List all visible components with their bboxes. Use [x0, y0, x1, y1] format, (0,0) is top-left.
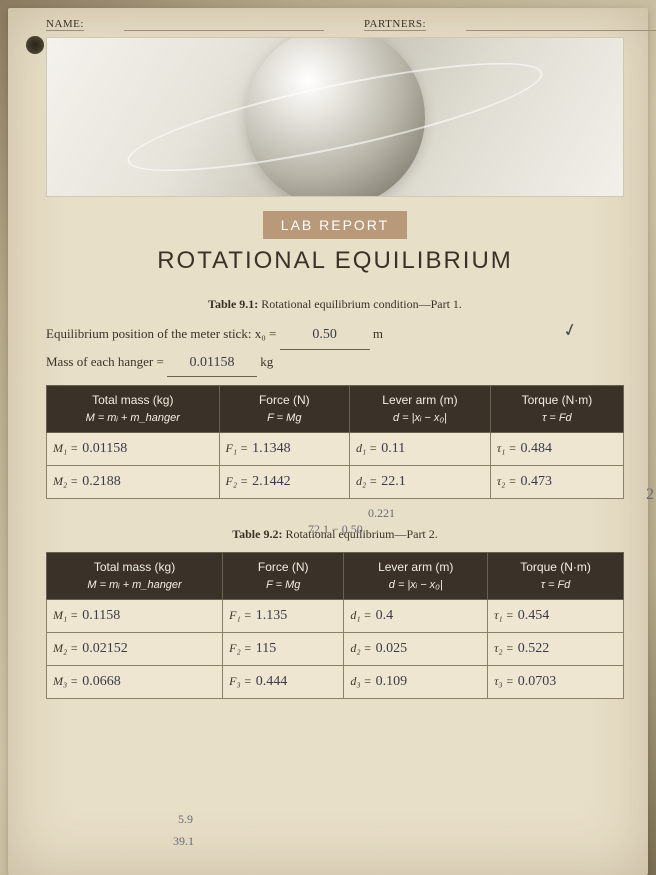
t2-h3: Lever arm (m)d = |xᵢ − x₀|: [344, 553, 488, 600]
table-row: M₂ =0.2188F₂ =2.1442d₂ =22.1τ₂ =0.473: [47, 466, 624, 499]
scratch-note-1: 0.221: [368, 506, 395, 521]
equilibrium-unit: m: [373, 326, 383, 341]
equilibrium-label: Equilibrium position of the meter stick:…: [46, 326, 280, 341]
table-cell: M₃ =0.0668: [47, 666, 223, 699]
t2-h4: Torque (N·m)τ = Fd: [488, 553, 624, 600]
name-label: NAME:: [46, 18, 84, 31]
hanger-mass-unit: kg: [260, 354, 273, 369]
table-cell: F₃ =0.444: [223, 666, 344, 699]
table1-caption-rest: Rotational equilibrium condition—Part 1.: [258, 297, 462, 311]
bottom-scratch-1: 5.9: [178, 812, 193, 827]
table-cell: τ₃ =0.0703: [488, 666, 624, 699]
table-cell: d₁ =0.11: [350, 433, 491, 466]
t1-h3: Lever arm (m)d = |xᵢ − x₀|: [350, 386, 491, 433]
margin-mark: 2: [646, 486, 654, 504]
t1-h1: Total mass (kg)M = mᵢ + m_hanger: [47, 386, 220, 433]
fillins-block: Equilibrium position of the meter stick:…: [46, 322, 624, 377]
table-row: M₃ =0.0668F₃ =0.444d₃ =0.109τ₃ =0.0703: [47, 666, 624, 699]
table-cell: M₁ =0.1158: [47, 600, 223, 633]
table2: Total mass (kg)M = mᵢ + m_hanger Force (…: [46, 552, 624, 699]
binder-hole-icon: [26, 36, 44, 54]
equilibrium-value: 0.50: [280, 322, 370, 350]
partners-blank: [466, 18, 656, 31]
table-cell: M₁ =0.01158: [47, 433, 220, 466]
table-cell: τ₁ =0.454: [488, 600, 624, 633]
t1-h2: Force (N)F = Mg: [219, 386, 349, 433]
table-cell: τ₂ =0.473: [490, 466, 623, 499]
table1: Total mass (kg)M = mᵢ + m_hanger Force (…: [46, 385, 624, 499]
table-cell: F₁ =1.135: [223, 600, 344, 633]
table-cell: F₂ =2.1442: [219, 466, 349, 499]
hero-banner: [46, 37, 624, 197]
table-cell: M₂ =0.2188: [47, 466, 220, 499]
table-cell: F₂ =115: [223, 633, 344, 666]
page-title: ROTATIONAL EQUILIBRIUM: [46, 247, 624, 275]
t2-h1: Total mass (kg)M = mᵢ + m_hanger: [47, 553, 223, 600]
t2-h2: Force (N)F = Mg: [223, 553, 344, 600]
table2-caption-bold: Table 9.2:: [232, 527, 282, 541]
table-cell: M₂ =0.02152: [47, 633, 223, 666]
table1-caption: Table 9.1: Rotational equilibrium condit…: [46, 297, 624, 312]
table-cell: τ₂ =0.522: [488, 633, 624, 666]
hanger-mass-label: Mass of each hanger =: [46, 354, 167, 369]
table-row: M₂ =0.02152F₂ =115d₂ =0.025τ₂ =0.522: [47, 633, 624, 666]
table-cell: d₂ =22.1: [350, 466, 491, 499]
partners-label: PARTNERS:: [364, 18, 426, 31]
lab-report-badge: LAB REPORT: [263, 211, 407, 239]
name-blank: [124, 18, 324, 31]
worksheet-paper: NAME: PARTNERS: LAB REPORT ROTATIONAL EQ…: [8, 8, 648, 875]
table-cell: τ₁ =0.484: [490, 433, 623, 466]
header-row: NAME: PARTNERS:: [46, 18, 624, 31]
table-row: M₁ =0.1158F₁ =1.135d₁ =0.4τ₁ =0.454: [47, 600, 624, 633]
table1-caption-bold: Table 9.1:: [208, 297, 258, 311]
table-cell: d₁ =0.4: [344, 600, 488, 633]
t1-h4: Torque (N·m)τ = Fd: [490, 386, 623, 433]
bottom-scratch-2: 39.1: [173, 834, 194, 849]
table-cell: F₁ =1.1348: [219, 433, 349, 466]
table-row: M₁ =0.01158F₁ =1.1348d₁ =0.11τ₁ =0.484: [47, 433, 624, 466]
table-cell: d₃ =0.109: [344, 666, 488, 699]
scratch-note-2: 72.1 − 0.50: [308, 522, 363, 537]
table-cell: d₂ =0.025: [344, 633, 488, 666]
hanger-mass-value: 0.01158: [167, 350, 257, 378]
